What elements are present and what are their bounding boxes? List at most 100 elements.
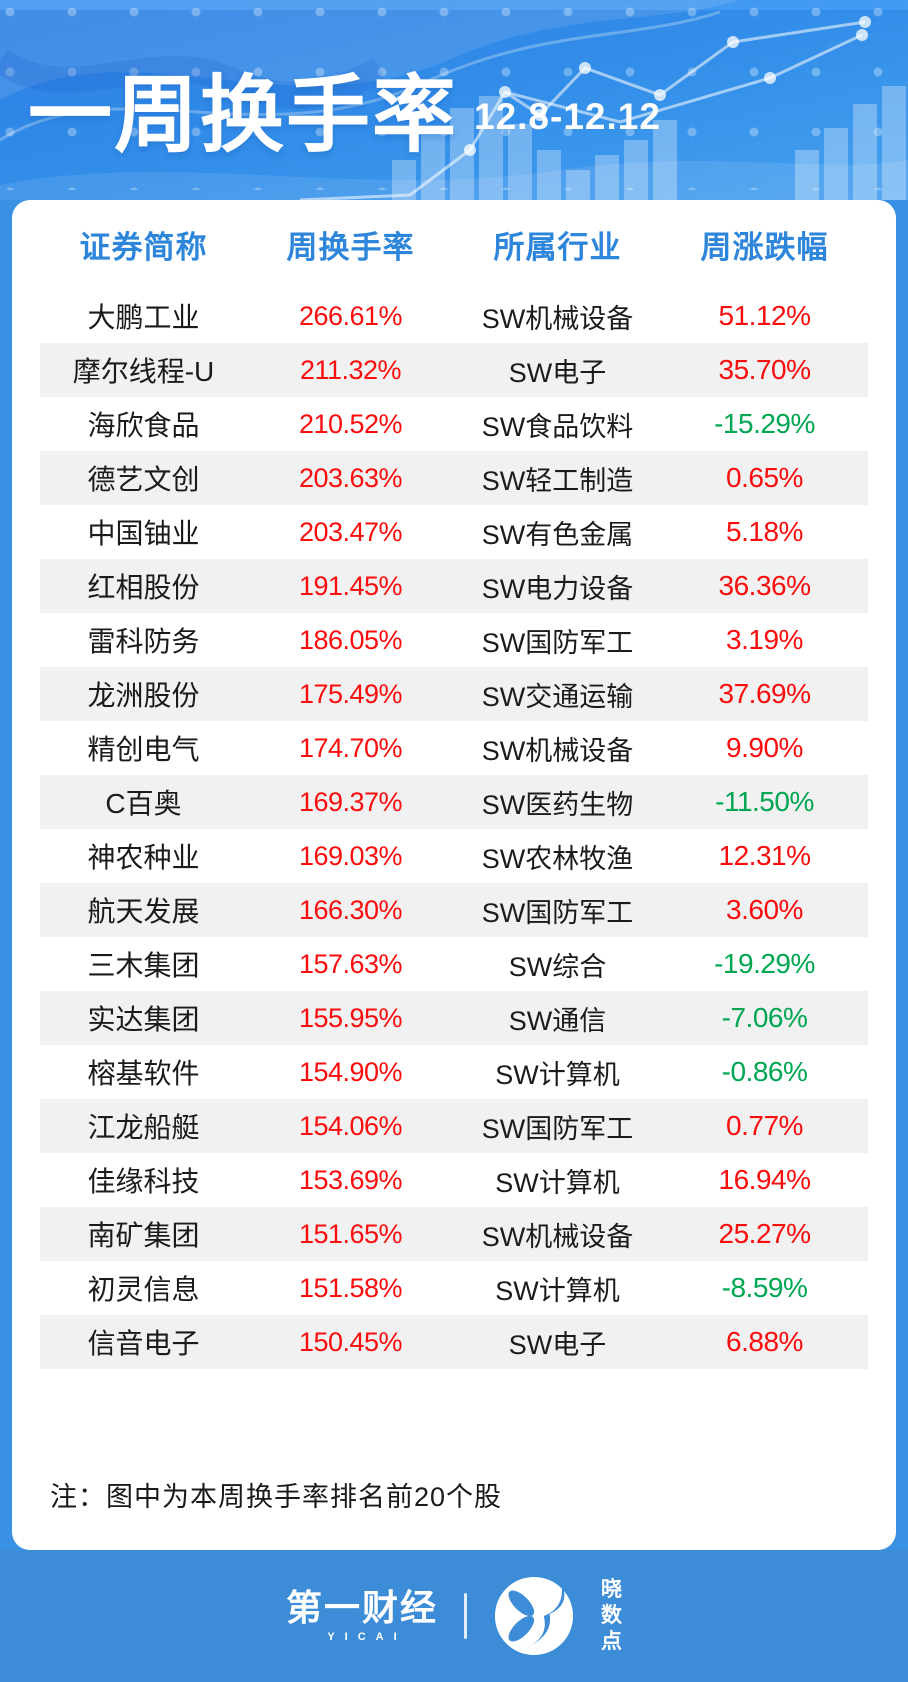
change-cell: -15.29% bbox=[714, 408, 815, 439]
table-row: 龙洲股份 175.49% SW交通运输 37.69% bbox=[40, 667, 868, 721]
column-header-change: 周涨跌幅 bbox=[700, 230, 829, 265]
hero-decoration-graphic bbox=[0, 0, 908, 200]
industry-cell: SW电子 bbox=[508, 357, 607, 388]
change-cell: -11.50% bbox=[715, 786, 814, 817]
stock-name-cell: 精创电气 bbox=[87, 734, 200, 765]
industry-cell: SW农林牧渔 bbox=[481, 843, 634, 874]
stock-name-cell: 佳缘科技 bbox=[87, 1166, 200, 1197]
turnover-cell: 151.58% bbox=[298, 1272, 403, 1303]
stock-name-cell: 信音电子 bbox=[87, 1328, 200, 1359]
change-cell: 37.69% bbox=[718, 678, 811, 709]
yicai-logo: 第一财经 YICAI bbox=[285, 1586, 438, 1643]
turnover-cell: 266.61% bbox=[298, 300, 403, 331]
change-cell: 16.94% bbox=[718, 1164, 811, 1195]
footer-brand-bar: 第一财经 YICAI 晓 数 点 bbox=[0, 1550, 908, 1682]
industry-cell: SW电子 bbox=[508, 1329, 607, 1360]
change-cell: 36.36% bbox=[718, 570, 811, 601]
change-cell: 12.31% bbox=[718, 840, 811, 871]
change-cell: -19.29% bbox=[714, 948, 815, 979]
stock-name-cell: 海欣食品 bbox=[87, 410, 200, 441]
table-row: 信音电子 150.45% SW电子 6.88% bbox=[40, 1315, 868, 1369]
data-card: 证券简称 周换手率 所属行业 周涨跌幅 大鹏工业 266.61% SW机械设备 … bbox=[12, 200, 896, 1550]
industry-cell: SW医药生物 bbox=[481, 789, 634, 820]
industry-cell: SW计算机 bbox=[495, 1167, 620, 1198]
table-row: 江龙船艇 154.06% SW国防军工 0.77% bbox=[40, 1099, 868, 1153]
turnover-cell: 151.65% bbox=[298, 1218, 403, 1249]
table-row: 中国铀业 203.47% SW有色金属 5.18% bbox=[40, 505, 868, 559]
industry-cell: SW计算机 bbox=[495, 1275, 620, 1306]
column-header-stock-name: 证券简称 bbox=[79, 230, 208, 265]
turnover-cell: 150.45% bbox=[298, 1326, 403, 1357]
industry-cell: SW通信 bbox=[508, 1005, 607, 1036]
industry-cell: SW综合 bbox=[508, 951, 607, 982]
column-header-industry: 所属行业 bbox=[493, 230, 622, 265]
turnover-cell: 154.90% bbox=[298, 1056, 403, 1087]
industry-cell: SW机械设备 bbox=[481, 1221, 634, 1252]
change-cell: 6.88% bbox=[726, 1326, 803, 1357]
table-row: 实达集团 155.95% SW通信 -7.06% bbox=[40, 991, 868, 1045]
turnover-cell: 174.70% bbox=[298, 732, 403, 763]
table-row: 航天发展 166.30% SW国防军工 3.60% bbox=[40, 883, 868, 937]
stock-name-cell: 大鹏工业 bbox=[87, 302, 200, 333]
table-row: 三木集团 157.63% SW综合 -19.29% bbox=[40, 937, 868, 991]
stock-name-cell: 江龙船艇 bbox=[87, 1112, 200, 1143]
yicai-logo-text: 第一财经 bbox=[285, 1586, 438, 1628]
xiaoshudian-char-1: 晓 bbox=[601, 1577, 622, 1601]
stock-name-cell: 摩尔线程-U bbox=[72, 356, 215, 387]
industry-cell: SW食品饮料 bbox=[481, 411, 634, 442]
change-cell: 51.12% bbox=[718, 300, 811, 331]
date-range: 12.8-12.12 bbox=[474, 96, 661, 137]
change-cell: 0.65% bbox=[726, 462, 803, 493]
industry-cell: SW国防军工 bbox=[481, 897, 634, 928]
stock-name-cell: 初灵信息 bbox=[87, 1274, 200, 1305]
table-body: 大鹏工业 266.61% SW机械设备 51.12% 摩尔线程-U 211.32… bbox=[40, 289, 868, 1369]
change-cell: 25.27% bbox=[718, 1218, 811, 1249]
turnover-cell: 169.03% bbox=[298, 840, 403, 871]
turnover-cell: 186.05% bbox=[298, 624, 403, 655]
column-header-turnover: 周换手率 bbox=[286, 230, 415, 265]
turnover-cell: 154.06% bbox=[298, 1110, 403, 1141]
industry-cell: SW计算机 bbox=[495, 1059, 620, 1090]
table-row: 神农种业 169.03% SW农林牧渔 12.31% bbox=[40, 829, 868, 883]
change-cell: 3.19% bbox=[726, 624, 803, 655]
turnover-cell: 203.47% bbox=[298, 516, 403, 547]
change-cell: -7.06% bbox=[721, 1002, 808, 1033]
change-cell: -8.59% bbox=[721, 1272, 808, 1303]
change-cell: 0.77% bbox=[726, 1110, 803, 1141]
table-row: 精创电气 174.70% SW机械设备 9.90% bbox=[40, 721, 868, 775]
industry-cell: SW国防军工 bbox=[481, 627, 634, 658]
stock-name-cell: 雷科防务 bbox=[87, 626, 200, 657]
stock-name-cell: 航天发展 bbox=[87, 896, 200, 927]
industry-cell: SW交通运输 bbox=[481, 681, 634, 712]
xiaoshudian-char-3: 点 bbox=[601, 1630, 622, 1654]
industry-cell: SW机械设备 bbox=[481, 303, 634, 334]
turnover-cell: 166.30% bbox=[298, 894, 403, 925]
page-title: 一周换手率 bbox=[28, 68, 459, 162]
change-cell: -0.86% bbox=[721, 1056, 808, 1087]
stock-name-cell: 三木集团 bbox=[87, 950, 200, 981]
xiaoshudian-char-2: 数 bbox=[601, 1603, 622, 1627]
turnover-cell: 169.37% bbox=[298, 786, 403, 817]
stock-name-cell: 实达集团 bbox=[87, 1004, 200, 1035]
change-cell: 3.60% bbox=[726, 894, 803, 925]
industry-cell: SW机械设备 bbox=[481, 735, 634, 766]
turnover-table: 证券简称 周换手率 所属行业 周涨跌幅 大鹏工业 266.61% SW机械设备 … bbox=[40, 200, 868, 1369]
table-row: 榕基软件 154.90% SW计算机 -0.86% bbox=[40, 1045, 868, 1099]
table-row: 初灵信息 151.58% SW计算机 -8.59% bbox=[40, 1261, 868, 1315]
yicai-logo-subtext: YICAI bbox=[327, 1630, 407, 1643]
stock-name-cell: 龙洲股份 bbox=[87, 680, 200, 711]
change-cell: 35.70% bbox=[718, 354, 811, 385]
change-cell: 5.18% bbox=[726, 516, 803, 547]
table-row: 佳缘科技 153.69% SW计算机 16.94% bbox=[40, 1153, 868, 1207]
turnover-cell: 153.69% bbox=[298, 1164, 403, 1195]
stock-name-cell: 神农种业 bbox=[87, 842, 200, 873]
table-row: 海欣食品 210.52% SW食品饮料 -15.29% bbox=[40, 397, 868, 451]
xiaoshudian-logo-icon bbox=[494, 1576, 574, 1656]
table-row: 大鹏工业 266.61% SW机械设备 51.12% bbox=[40, 289, 868, 343]
turnover-cell: 175.49% bbox=[298, 678, 403, 709]
turnover-cell: 210.52% bbox=[298, 408, 403, 439]
footer-divider bbox=[464, 1593, 467, 1639]
turnover-cell: 155.95% bbox=[298, 1002, 403, 1033]
table-row: 德艺文创 203.63% SW轻工制造 0.65% bbox=[40, 451, 868, 505]
industry-cell: SW电力设备 bbox=[481, 573, 634, 604]
